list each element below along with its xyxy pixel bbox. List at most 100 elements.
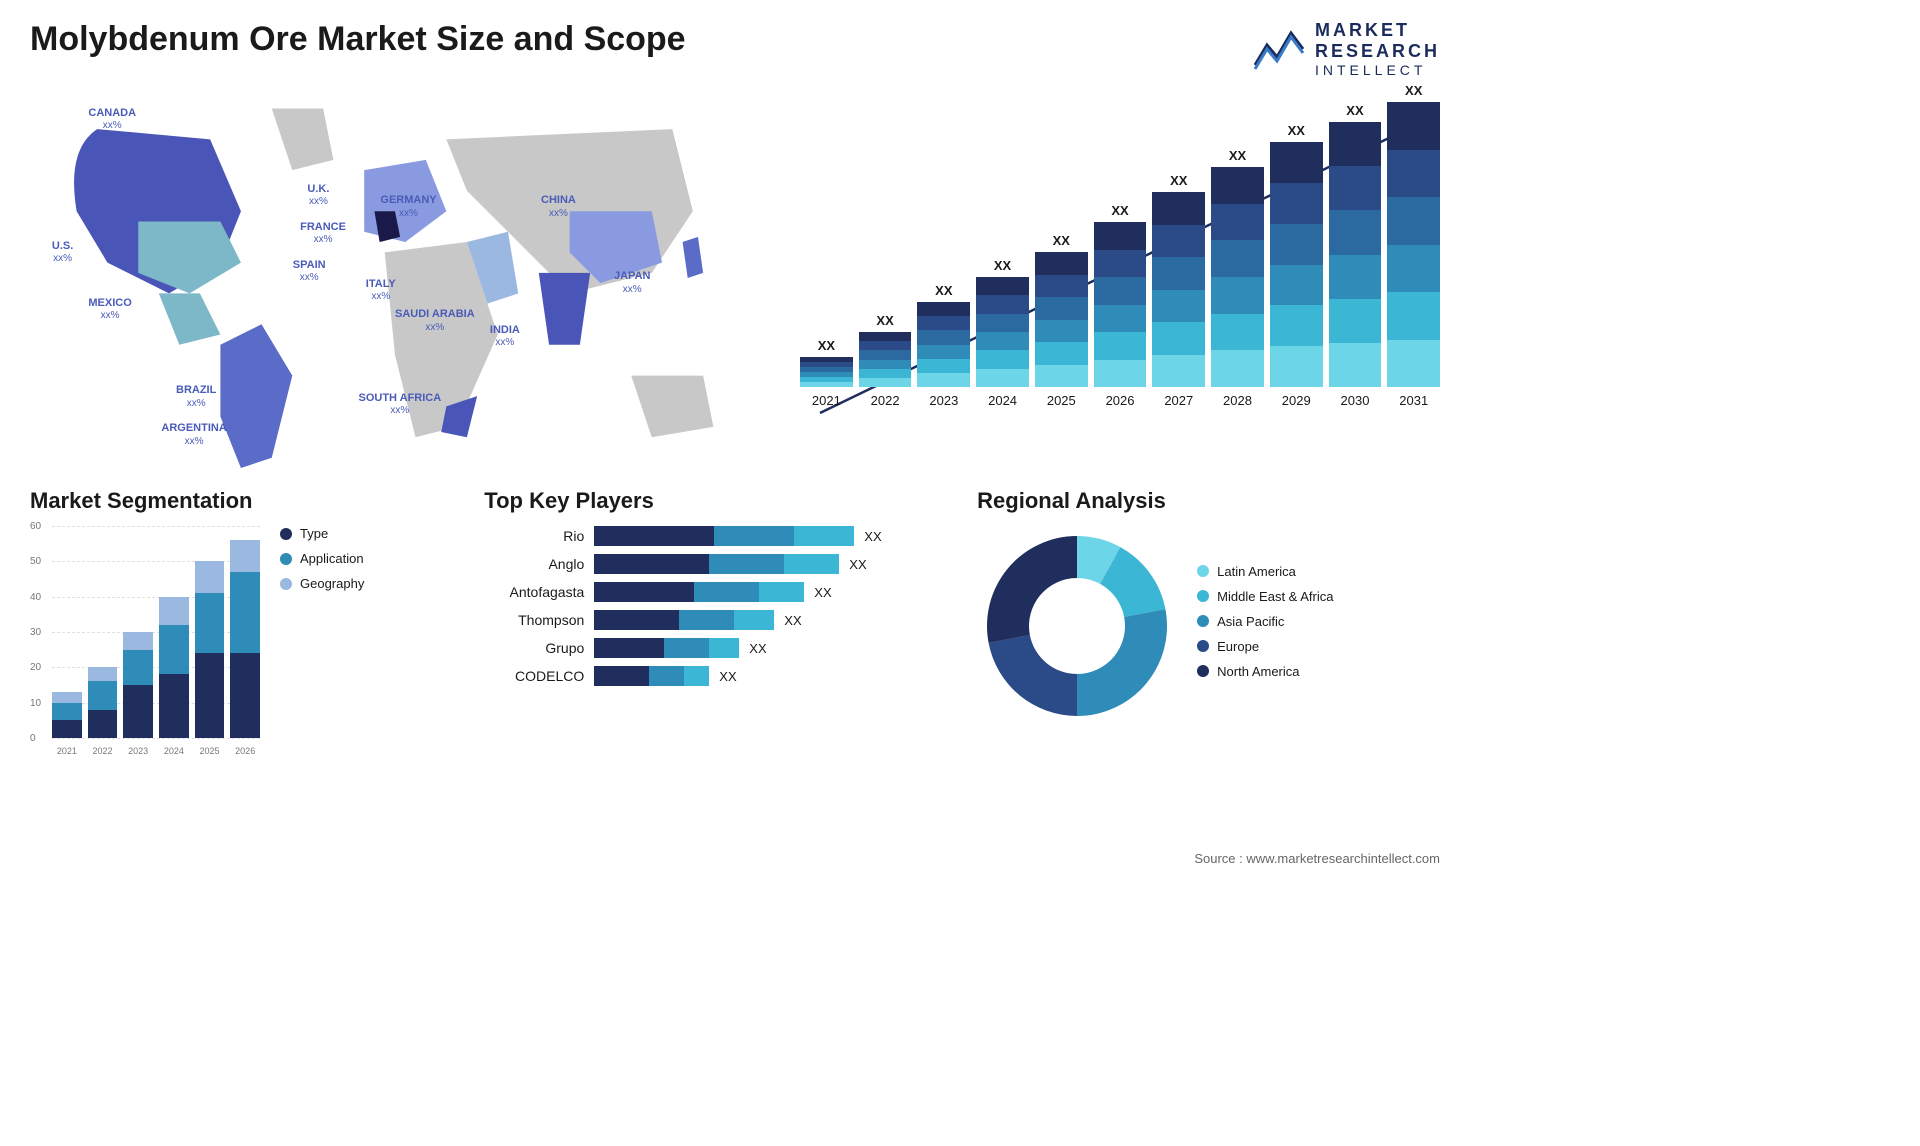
logo-line3: INTELLECT <box>1315 62 1440 78</box>
growth-bar: XX 2024 <box>976 258 1029 408</box>
growth-bar: XX 2027 <box>1152 173 1205 408</box>
legend-item: North America <box>1197 664 1333 679</box>
player-name: Thompson <box>484 612 594 628</box>
seg-y-label: 30 <box>30 627 41 638</box>
player-bar <box>594 666 709 686</box>
regional-section: Regional Analysis Latin AmericaMiddle Ea… <box>977 488 1440 756</box>
map-label: U.K.xx% <box>307 183 329 208</box>
regional-title: Regional Analysis <box>977 488 1440 514</box>
growth-year-label: 2031 <box>1399 393 1428 408</box>
player-name: Antofagasta <box>484 584 594 600</box>
growth-year-label: 2023 <box>929 393 958 408</box>
map-label: SPAINxx% <box>293 259 326 284</box>
growth-year-label: 2025 <box>1047 393 1076 408</box>
seg-year-label: 2024 <box>159 746 189 756</box>
growth-bar-value: XX <box>1229 148 1246 163</box>
map-label: SOUTH AFRICAxx% <box>359 392 442 417</box>
growth-bar: XX2021 <box>800 338 853 408</box>
growth-year-label: 2021 <box>812 393 841 408</box>
segmentation-section: Market Segmentation 0102030405060 202120… <box>30 488 454 756</box>
player-row: Rio XX <box>484 526 947 546</box>
page-title: Molybdenum Ore Market Size and Scope <box>30 20 686 59</box>
growth-year-label: 2022 <box>871 393 900 408</box>
brand-logo: MARKET RESEARCH INTELLECT <box>1251 20 1440 78</box>
map-label: BRAZILxx% <box>176 384 216 409</box>
growth-bar-value: XX <box>1346 103 1363 118</box>
growth-bar-value: XX <box>1053 233 1070 248</box>
donut-slice <box>989 635 1077 716</box>
logo-icon <box>1251 21 1307 77</box>
regional-legend: Latin AmericaMiddle East & AfricaAsia Pa… <box>1197 564 1333 689</box>
growth-year-label: 2024 <box>988 393 1017 408</box>
segmentation-legend: Type Application Geography <box>280 526 364 756</box>
growth-bar-value: XX <box>1170 173 1187 188</box>
players-title: Top Key Players <box>484 488 947 514</box>
growth-bar: XX2023 <box>917 283 970 408</box>
legend-item: Application <box>280 551 364 566</box>
seg-y-label: 20 <box>30 662 41 673</box>
seg-y-label: 50 <box>30 556 41 567</box>
player-value: XX <box>849 557 866 572</box>
legend-item: Geography <box>280 576 364 591</box>
player-name: Grupo <box>484 640 594 656</box>
growth-bar-value: XX <box>994 258 1011 273</box>
map-label: MEXICOxx% <box>88 297 131 322</box>
player-bar <box>594 582 804 602</box>
segmentation-title: Market Segmentation <box>30 488 454 514</box>
growth-bar: XX 2030 <box>1329 103 1382 408</box>
growth-bar: XX 2025 <box>1035 233 1088 408</box>
map-label: SAUDI ARABIAxx% <box>395 308 475 333</box>
player-row: Antofagasta XX <box>484 582 947 602</box>
map-label: INDIAxx% <box>490 324 520 349</box>
growth-bar: XX 2029 <box>1270 123 1323 408</box>
legend-item: Type <box>280 526 364 541</box>
growth-bar-value: XX <box>1288 123 1305 138</box>
growth-bar: XX2028 <box>1211 148 1264 408</box>
legend-item: Europe <box>1197 639 1333 654</box>
growth-year-label: 2027 <box>1164 393 1193 408</box>
seg-y-label: 10 <box>30 698 41 709</box>
player-name: Rio <box>484 528 594 544</box>
seg-bar <box>123 632 153 738</box>
logo-line2: RESEARCH <box>1315 41 1440 62</box>
player-bar <box>594 554 839 574</box>
seg-year-label: 2025 <box>195 746 225 756</box>
growth-bar: XX2026 <box>1094 203 1147 408</box>
seg-year-label: 2022 <box>88 746 118 756</box>
legend-item: Asia Pacific <box>1197 614 1333 629</box>
segmentation-chart: 0102030405060 202120222023202420252026 <box>30 526 260 756</box>
map-label: CANADAxx% <box>88 107 136 132</box>
player-name: CODELCO <box>484 668 594 684</box>
player-bar <box>594 638 739 658</box>
donut-slice <box>1077 609 1167 716</box>
seg-bar <box>230 540 260 738</box>
growth-bar: XX 2022 <box>859 313 912 408</box>
map-label: GERMANYxx% <box>380 194 436 219</box>
player-value: XX <box>814 585 831 600</box>
growth-bar-value: XX <box>876 313 893 328</box>
growth-bar-value: XX <box>1405 83 1422 98</box>
player-row: Thompson XX <box>484 610 947 630</box>
seg-y-label: 0 <box>30 733 36 744</box>
seg-y-label: 40 <box>30 592 41 603</box>
seg-bar <box>159 597 189 738</box>
map-label: U.S.xx% <box>52 240 73 265</box>
growth-year-label: 2030 <box>1341 393 1370 408</box>
player-value: XX <box>784 613 801 628</box>
player-row: AngloXX <box>484 554 947 574</box>
map-label: ARGENTINAxx% <box>161 422 226 447</box>
map-label: CHINAxx% <box>541 194 576 219</box>
growth-year-label: 2029 <box>1282 393 1311 408</box>
donut-slice <box>987 536 1077 643</box>
player-row: CODELCOXX <box>484 666 947 686</box>
growth-bar: XX 2031 <box>1387 83 1440 408</box>
player-bar <box>594 526 854 546</box>
seg-bar <box>88 667 118 738</box>
players-section: Top Key Players RioXXAngloXXAntofagastaX… <box>484 488 947 756</box>
seg-bar <box>52 692 82 738</box>
player-value: XX <box>864 529 881 544</box>
seg-bar <box>195 561 225 738</box>
seg-year-label: 2026 <box>230 746 260 756</box>
growth-year-label: 2026 <box>1106 393 1135 408</box>
player-value: XX <box>749 641 766 656</box>
